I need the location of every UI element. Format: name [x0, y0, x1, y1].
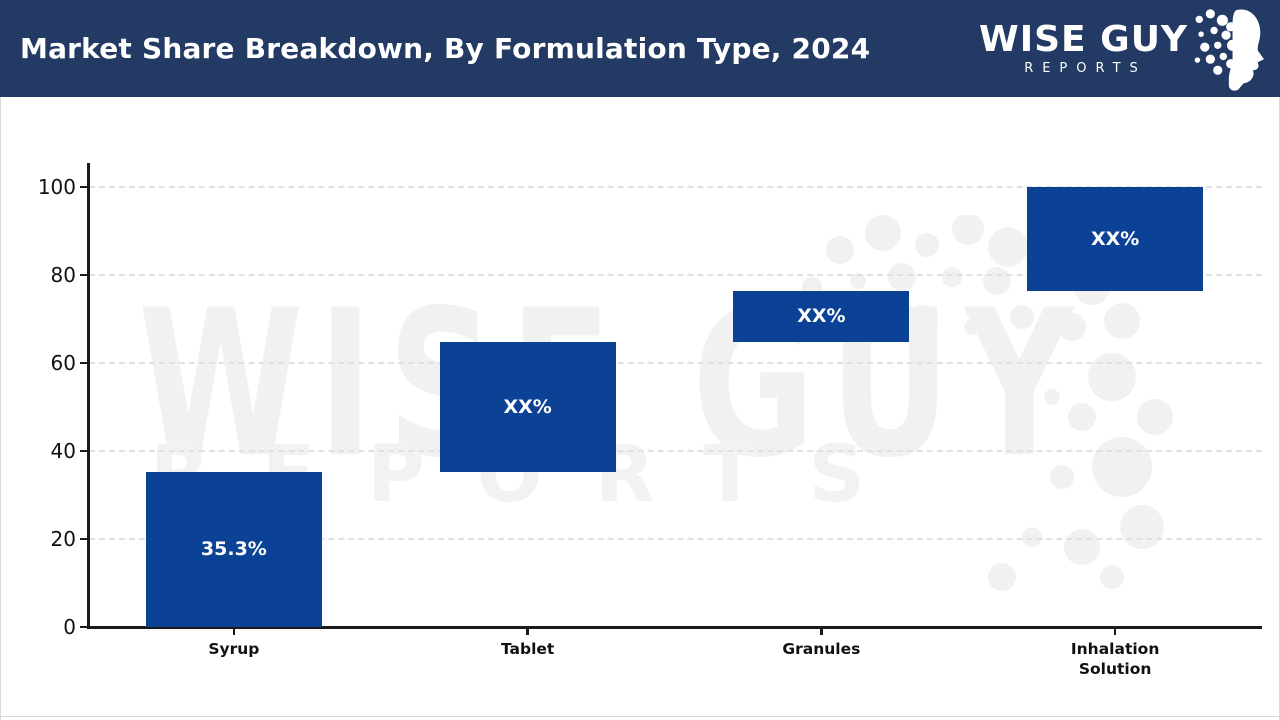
x-tick-granules	[820, 628, 823, 635]
brand-name: WISE GUY	[978, 19, 1188, 60]
y-tick-label-20: 20	[50, 527, 76, 551]
gridline-80	[89, 274, 1262, 276]
y-tick-0	[80, 626, 87, 629]
brand-subtitle: REPORTS	[1024, 61, 1147, 76]
y-tick-label-60: 60	[50, 351, 76, 375]
x-tick-label-tablet: Tablet	[500, 640, 555, 658]
bar-inhalation-solution: XX%	[1027, 187, 1204, 291]
x-tick-tablet	[526, 628, 529, 635]
y-tick-60	[80, 362, 87, 365]
right-border	[1278, 97, 1280, 720]
left-border	[0, 97, 1, 720]
y-tick-100	[80, 186, 87, 189]
y-tick-label-0: 0	[63, 615, 76, 639]
bar-syrup: 35.3%	[145, 471, 322, 627]
x-tick-syrup	[232, 628, 236, 635]
y-tick-label-100: 100	[37, 175, 76, 199]
x-tick-label-syrup: Syrup	[208, 640, 260, 658]
y-tick-label-80: 80	[50, 263, 76, 287]
bar-value-label-tablet: XX%	[503, 395, 552, 418]
bottom-border	[0, 715, 1280, 717]
gridline-40	[89, 450, 1262, 452]
bar-granules: XX%	[733, 290, 910, 342]
bar-value-label-syrup: 35.3%	[200, 538, 267, 561]
header-bar: Market Share Breakdown, By Formulation T…	[0, 0, 1280, 97]
y-tick-40	[80, 450, 87, 453]
brand-logo: WISE GUY REPORTS	[979, 6, 1264, 92]
bar-value-label-granules: XX%	[797, 305, 846, 328]
x-tick-label-inhalation-solution: Inhalation Solution	[1070, 640, 1160, 679]
x-tick-label-granules: Granules	[782, 640, 861, 658]
gridline-100	[89, 186, 1262, 188]
gridline-20	[89, 538, 1262, 540]
page-title: Market Share Breakdown, By Formulation T…	[20, 32, 871, 65]
bar-tablet: XX%	[439, 341, 616, 472]
y-tick-80	[80, 274, 87, 277]
y-tick-20	[80, 538, 87, 541]
brand-face-icon	[1194, 8, 1264, 91]
bar-value-label-inhalation-solution: XX%	[1090, 227, 1140, 250]
x-axis-line	[87, 626, 1262, 629]
x-tick-inhalation-solution	[1113, 628, 1117, 635]
y-tick-label-40: 40	[50, 439, 76, 463]
y-axis-line	[87, 163, 90, 629]
gridline-60	[89, 362, 1262, 364]
